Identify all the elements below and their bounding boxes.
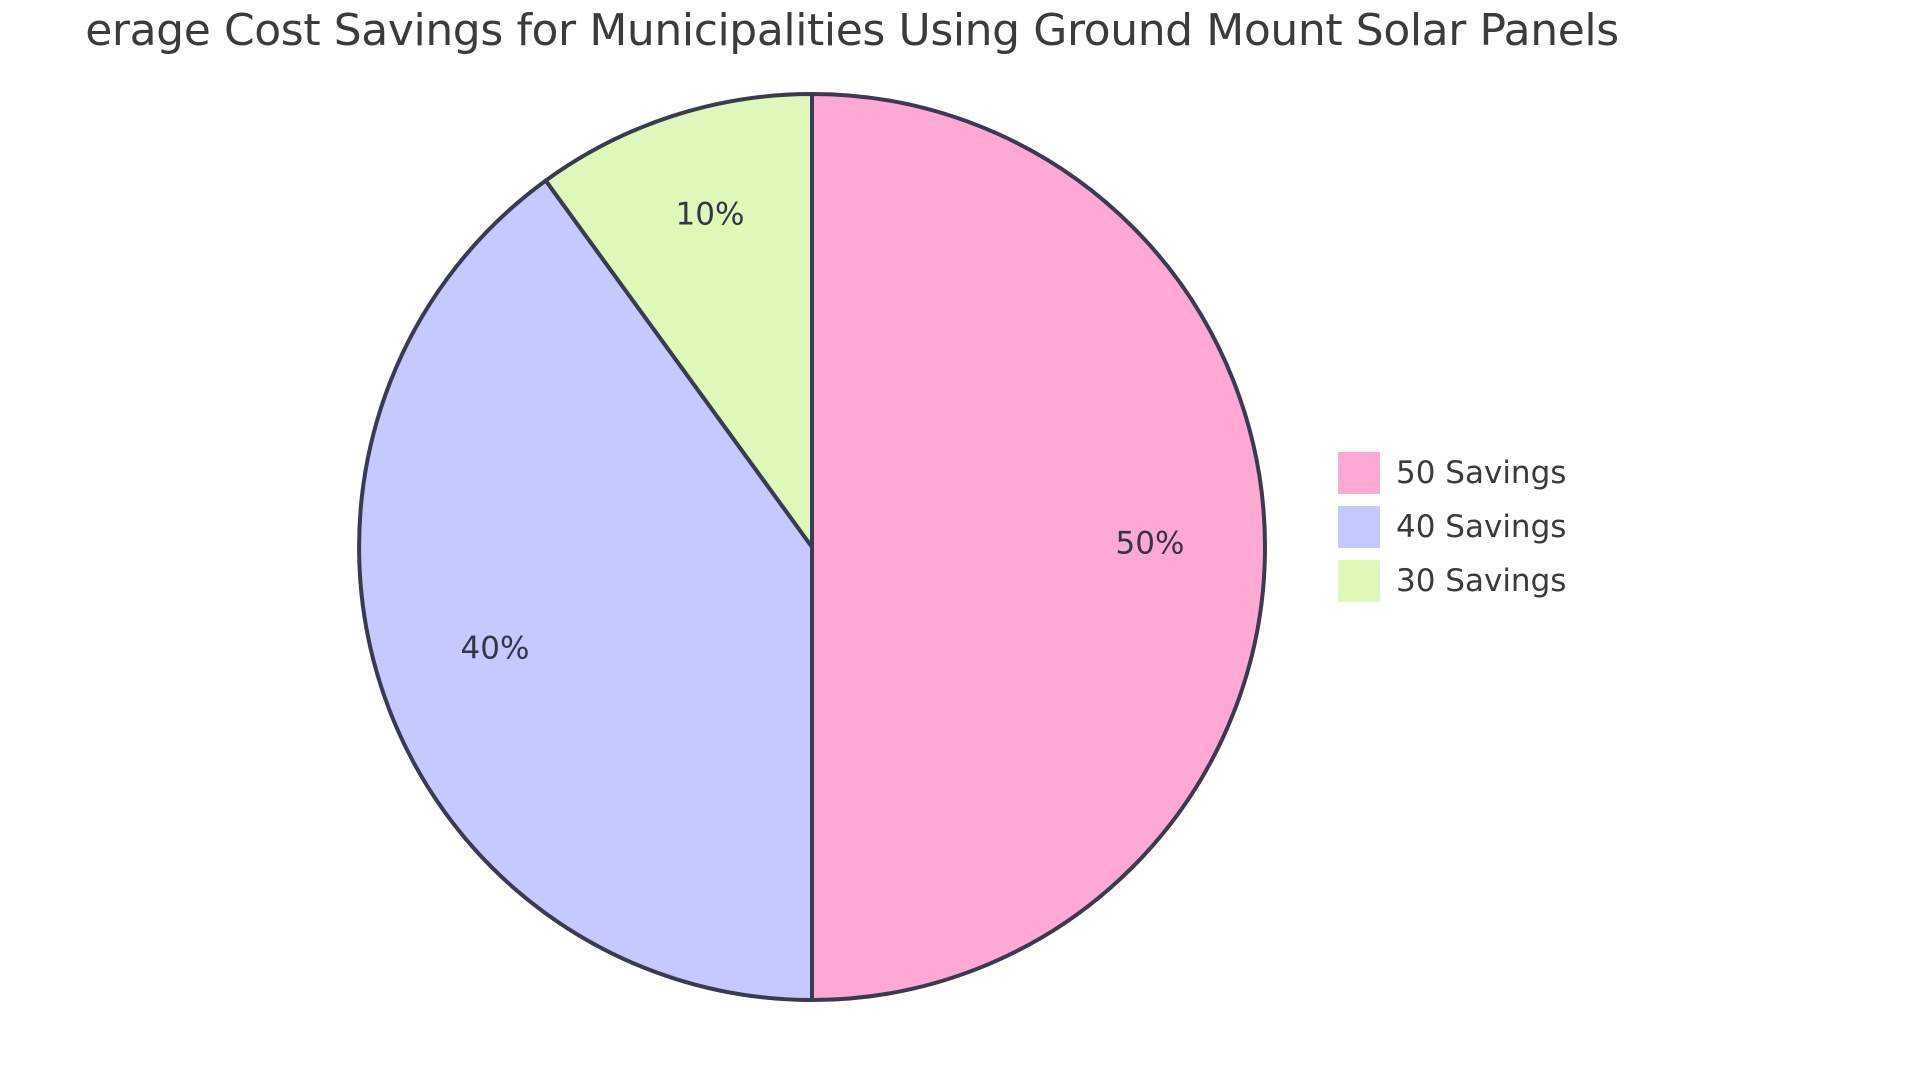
slice-label-30-savings: 10% <box>676 197 745 233</box>
legend-swatch-icon-50-savings <box>1338 452 1380 494</box>
pie-slice-30-savings[interactable] <box>543 92 814 549</box>
legend-item-30-savings[interactable]: 30 Savings <box>1338 560 1566 602</box>
chart-legend: 50 Savings 40 Savings 30 Savings <box>1338 452 1566 602</box>
pie-svg: 50% 40% 10% <box>357 92 1267 1002</box>
legend-item-50-savings[interactable]: 50 Savings <box>1338 452 1566 494</box>
slice-label-40-savings: 40% <box>461 631 530 667</box>
legend-item-40-savings[interactable]: 40 Savings <box>1338 506 1566 548</box>
legend-label-50-savings: 50 Savings <box>1396 454 1567 491</box>
pie-slice-40-savings[interactable] <box>357 178 814 1002</box>
legend-swatch-icon-30-savings <box>1338 560 1380 602</box>
pie-slice-50-savings[interactable] <box>810 92 1267 1002</box>
slice-label-50-savings: 50% <box>1116 526 1185 562</box>
chart-title: erage Cost Savings for Municipalities Us… <box>85 5 1619 56</box>
pie-plot-area: 50% 40% 10% <box>357 92 1267 1002</box>
legend-label-30-savings: 30 Savings <box>1396 562 1567 599</box>
legend-label-40-savings: 40 Savings <box>1396 508 1567 545</box>
legend-swatch-icon-40-savings <box>1338 506 1380 548</box>
